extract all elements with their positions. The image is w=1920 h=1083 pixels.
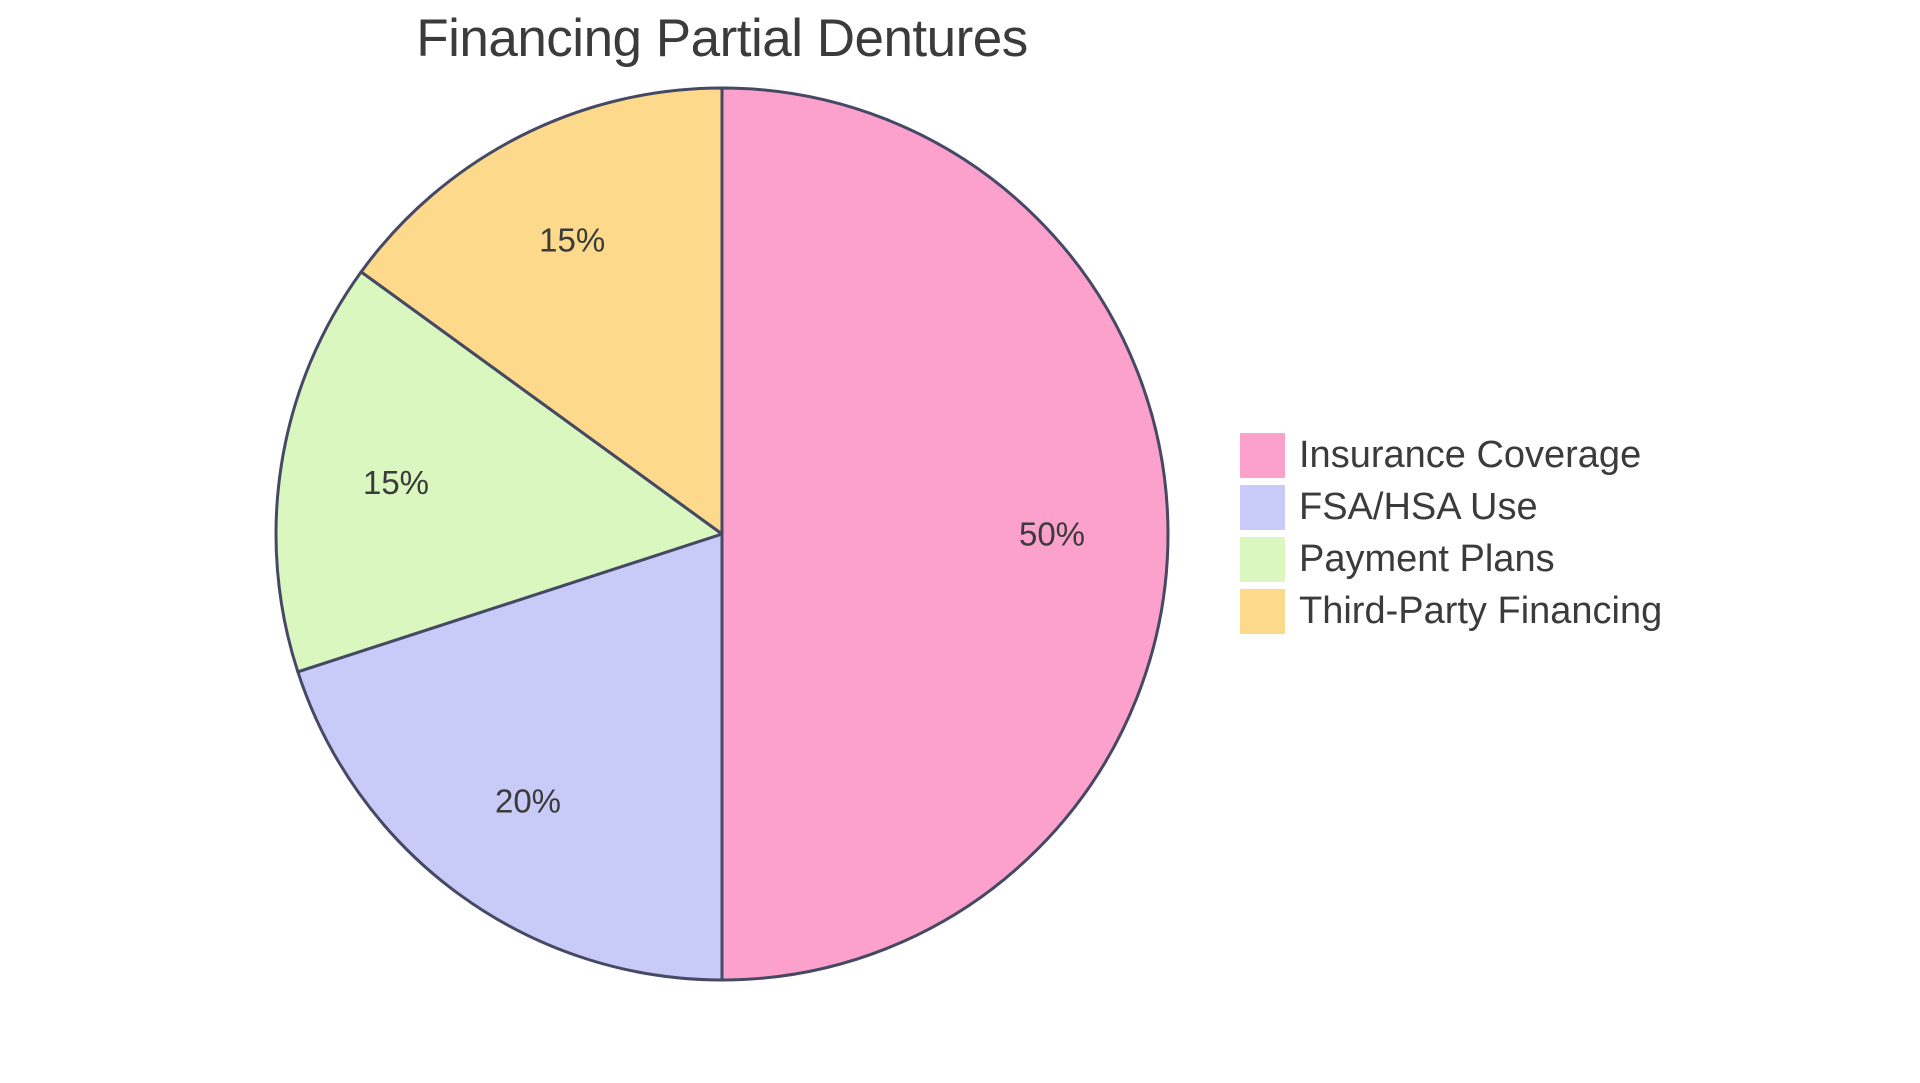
slice-value-label: 20% <box>495 783 561 820</box>
pie-slice-1 <box>296 532 724 982</box>
legend-swatch <box>1240 537 1285 582</box>
pie-slice-3 <box>359 86 724 536</box>
legend-swatch <box>1240 485 1285 530</box>
legend-label: Payment Plans <box>1299 538 1555 580</box>
legend-item: Insurance Coverage <box>1240 433 1662 478</box>
legend-swatch <box>1240 589 1285 634</box>
slice-value-label: 15% <box>539 221 605 258</box>
pie-slice-2 <box>274 270 724 674</box>
legend-item: Third-Party Financing <box>1240 589 1662 634</box>
chart-title: Financing Partial Dentures <box>416 9 1028 68</box>
slice-value-label: 50% <box>1019 516 1085 553</box>
legend-label: Third-Party Financing <box>1299 590 1663 632</box>
legend-item: FSA/HSA Use <box>1240 485 1662 530</box>
legend-item: Payment Plans <box>1240 537 1662 582</box>
legend-swatch <box>1240 433 1285 478</box>
legend-label: Insurance Coverage <box>1299 434 1642 476</box>
slice-value-label: 15% <box>363 464 429 501</box>
pie-slice-0 <box>720 86 1170 982</box>
legend: Insurance Coverage FSA/HSA Use Payment Pla… <box>1240 433 1662 634</box>
legend-label: FSA/HSA Use <box>1299 486 1538 528</box>
